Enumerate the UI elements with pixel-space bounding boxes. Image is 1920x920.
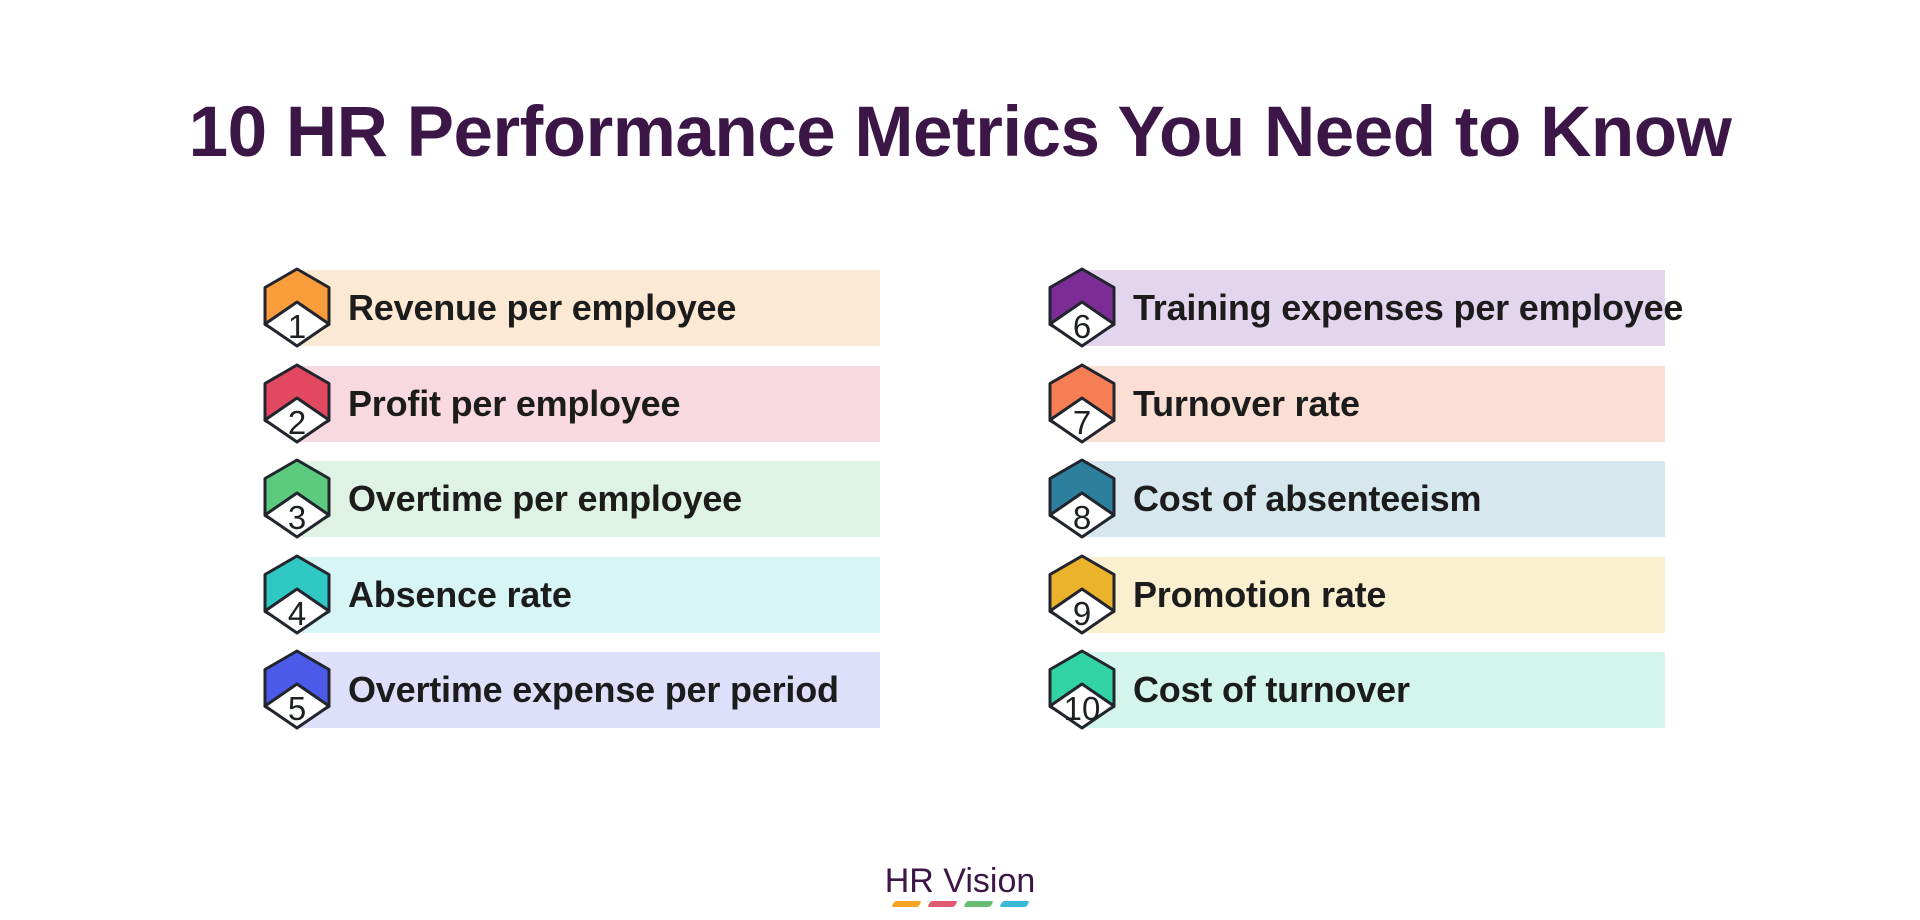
page-title: 10 HR Performance Metrics You Need to Kn… (188, 93, 1732, 172)
metric-item-6: 6 Training expenses per employee (1048, 267, 1683, 348)
metric-label: Cost of turnover (1133, 669, 1410, 710)
metric-label: Training expenses per employee (1133, 287, 1684, 328)
hexagon-number-icon: 5 (263, 649, 331, 730)
metrics-column-right: 6 Training expenses per employee 7 Turno… (1048, 267, 1683, 748)
metric-item-7: 7 Turnover rate (1048, 363, 1665, 443)
metric-number: 4 (288, 595, 306, 632)
hexagon-number-icon: 1 (263, 267, 331, 348)
metric-item-3: 3 Overtime per employee (263, 458, 880, 539)
metric-number: 5 (288, 690, 306, 727)
logo-dash-cyan (998, 901, 1030, 907)
metric-label: Profit per employee (348, 382, 681, 424)
hexagon-number-icon: 3 (263, 458, 331, 539)
diamond-shape (263, 300, 331, 348)
diamond-shape (1048, 396, 1116, 443)
brand-logo-dashes (0, 901, 1920, 907)
metric-label: Turnover rate (1133, 382, 1360, 424)
brand-logo-text: HR Vision (884, 862, 1036, 900)
diamond-shape (1048, 587, 1116, 634)
metric-number: 2 (288, 404, 306, 441)
hexagon-number-icon: 6 (1048, 267, 1116, 348)
diamond-shape (263, 396, 331, 443)
diamond-shape (263, 682, 331, 730)
logo-dash-red (926, 901, 958, 907)
logo-dash-orange (890, 901, 922, 907)
diamond-shape (1048, 300, 1116, 348)
hexagon-number-icon: 9 (1048, 554, 1116, 634)
hexagon-number-icon: 8 (1048, 458, 1116, 539)
metric-number: 10 (1064, 690, 1101, 727)
logo-dash-green (962, 901, 994, 907)
metric-number: 7 (1073, 404, 1091, 441)
diamond-shape (1048, 491, 1116, 539)
metric-number: 1 (288, 308, 306, 345)
metric-number: 3 (288, 499, 306, 536)
metric-item-2: 2 Profit per employee (263, 363, 880, 443)
metric-label: Overtime per employee (348, 478, 742, 519)
metric-item-10: 10 Cost of turnover (1048, 649, 1665, 730)
metric-number: 9 (1073, 595, 1091, 632)
metric-number: 8 (1073, 499, 1091, 536)
metrics-column-left: 1 Revenue per employee 2 Profit per empl… (263, 267, 880, 748)
metric-item-8: 8 Cost of absenteeism (1048, 458, 1665, 539)
metric-label: Promotion rate (1133, 573, 1387, 615)
brand-logo: HR Vision (0, 863, 1920, 907)
metric-label: Cost of absenteeism (1133, 478, 1482, 519)
metric-label: Overtime expense per period (348, 669, 839, 710)
hexagon-number-icon: 10 (1048, 649, 1116, 730)
diamond-shape (263, 491, 331, 539)
metric-item-5: 5 Overtime expense per period (263, 649, 880, 730)
hexagon-number-icon: 2 (263, 363, 331, 443)
metric-number: 6 (1073, 308, 1091, 345)
metric-label: Revenue per employee (348, 287, 737, 328)
metric-item-4: 4 Absence rate (263, 554, 880, 634)
metric-item-1: 1 Revenue per employee (263, 267, 880, 348)
hexagon-number-icon: 4 (263, 554, 331, 634)
metric-item-9: 9 Promotion rate (1048, 554, 1665, 634)
hexagon-number-icon: 7 (1048, 363, 1116, 443)
diamond-shape (263, 587, 331, 634)
diamond-shape (1048, 682, 1116, 730)
metric-label: Absence rate (348, 573, 572, 615)
